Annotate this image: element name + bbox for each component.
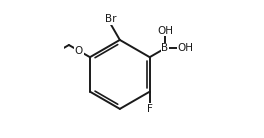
Text: OH: OH xyxy=(178,43,194,53)
Text: F: F xyxy=(147,104,153,114)
Text: Br: Br xyxy=(105,14,116,24)
Text: B: B xyxy=(161,43,168,53)
Text: O: O xyxy=(75,46,83,56)
Text: OH: OH xyxy=(157,26,173,35)
